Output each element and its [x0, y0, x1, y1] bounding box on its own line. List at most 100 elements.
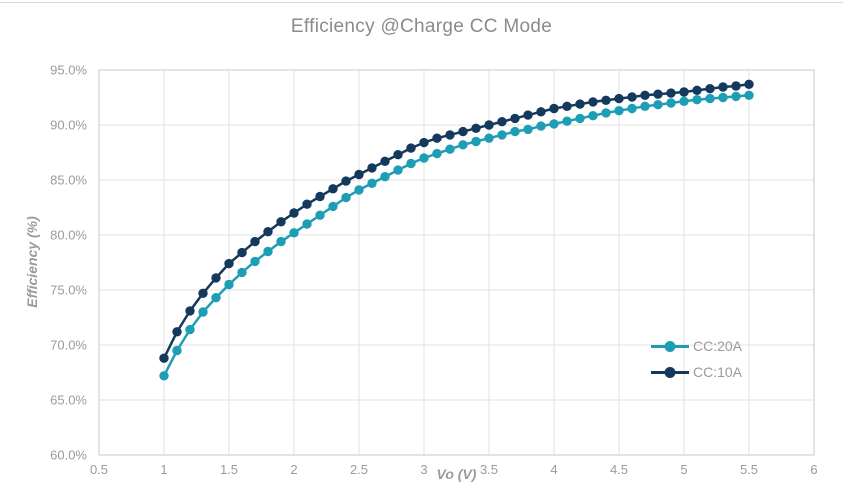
- data-point: [705, 84, 715, 94]
- data-point: [237, 247, 247, 258]
- data-point: [575, 113, 585, 124]
- data-point: [653, 89, 663, 99]
- data-point: [471, 136, 481, 147]
- data-point: [627, 92, 637, 102]
- data-point: [250, 236, 260, 247]
- line-marker-icon: [651, 366, 689, 378]
- y-tick-label: 85.0%: [50, 173, 87, 188]
- y-tick-label: 65.0%: [50, 393, 87, 408]
- data-point: [692, 95, 702, 105]
- data-point: [666, 98, 676, 108]
- data-point: [289, 228, 299, 238]
- data-point: [315, 210, 325, 220]
- x-tick-label: 5: [680, 462, 687, 477]
- data-point: [653, 100, 663, 110]
- data-point: [393, 150, 403, 160]
- data-point: [406, 158, 416, 169]
- data-point: [185, 324, 195, 335]
- data-point: [328, 201, 338, 212]
- line-marker-icon: [651, 340, 689, 352]
- data-point: [159, 353, 169, 363]
- data-point: [731, 81, 741, 91]
- data-point: [172, 327, 182, 337]
- data-point: [614, 106, 624, 116]
- data-point: [705, 93, 715, 104]
- data-point: [666, 88, 676, 98]
- data-point: [198, 307, 208, 317]
- y-axis-title: Efficiency (%): [24, 216, 40, 308]
- y-tick-label: 70.0%: [50, 338, 87, 353]
- data-point: [354, 169, 364, 180]
- window-top-border: [0, 2, 843, 3]
- x-tick-label: 6: [810, 462, 817, 477]
- series-line-cc-20a: [162, 94, 751, 378]
- x-tick-label: 5.5: [740, 462, 758, 477]
- y-tick-label: 95.0%: [50, 63, 87, 78]
- data-point: [575, 99, 585, 109]
- data-point: [380, 156, 390, 166]
- data-point: [432, 148, 442, 159]
- plot-border: [98, 69, 815, 456]
- data-point: [211, 273, 221, 283]
- data-point: [744, 90, 754, 101]
- y-tick-label: 80.0%: [50, 228, 87, 243]
- data-point: [172, 345, 182, 356]
- x-tick-label: 4.5: [610, 462, 628, 477]
- data-point: [497, 117, 507, 127]
- data-point: [341, 192, 351, 203]
- data-point: [744, 79, 754, 90]
- x-tick-label: 3.5: [480, 462, 498, 477]
- legend-entry-cc20a: CC:20A: [650, 333, 742, 359]
- data-point: [614, 93, 624, 104]
- data-point: [341, 176, 351, 186]
- data-point: [263, 246, 273, 257]
- data-point: [224, 279, 234, 290]
- data-point: [536, 107, 546, 117]
- x-tick-label: 1: [160, 462, 167, 477]
- data-point: [458, 126, 468, 137]
- data-point: [289, 208, 299, 218]
- x-axis-title: Vo (V): [436, 466, 477, 482]
- data-point: [198, 288, 208, 298]
- data-point: [445, 144, 455, 154]
- data-point: [458, 140, 468, 150]
- x-tick-label: 2.5: [350, 462, 368, 477]
- data-point: [536, 121, 546, 131]
- data-point: [419, 153, 429, 163]
- data-point: [679, 96, 689, 107]
- data-point: [523, 124, 533, 135]
- data-point: [419, 137, 429, 148]
- y-tick-label: 90.0%: [50, 118, 87, 133]
- x-tick-label: 4: [550, 462, 557, 477]
- data-point: [276, 217, 286, 227]
- data-point: [627, 103, 637, 114]
- legend-label: CC:10A: [693, 364, 743, 380]
- data-point: [224, 258, 234, 269]
- data-point: [159, 371, 169, 381]
- legend-entry-cc10a: CC:10A: [650, 359, 742, 385]
- data-point: [315, 191, 325, 202]
- data-point: [510, 113, 520, 124]
- y-tick-label: 60.0%: [50, 448, 87, 463]
- data-point: [484, 120, 494, 130]
- data-point: [640, 101, 650, 112]
- data-point: [211, 293, 221, 303]
- data-point: [263, 227, 273, 237]
- data-point: [601, 108, 611, 118]
- data-point: [549, 103, 559, 114]
- data-point: [549, 119, 559, 129]
- chart-title: Efficiency @Charge CC Mode: [290, 16, 553, 37]
- data-point: [380, 172, 390, 182]
- data-point: [523, 110, 533, 120]
- x-tick-label: 0.5: [90, 462, 108, 477]
- data-point: [367, 163, 377, 173]
- data-point: [393, 165, 403, 175]
- data-point: [718, 82, 728, 92]
- data-point: [471, 123, 481, 133]
- y-tick-label: 75.0%: [50, 283, 87, 298]
- data-point: [354, 185, 364, 195]
- data-point: [640, 90, 650, 101]
- data-point: [484, 133, 494, 143]
- data-point: [237, 267, 247, 278]
